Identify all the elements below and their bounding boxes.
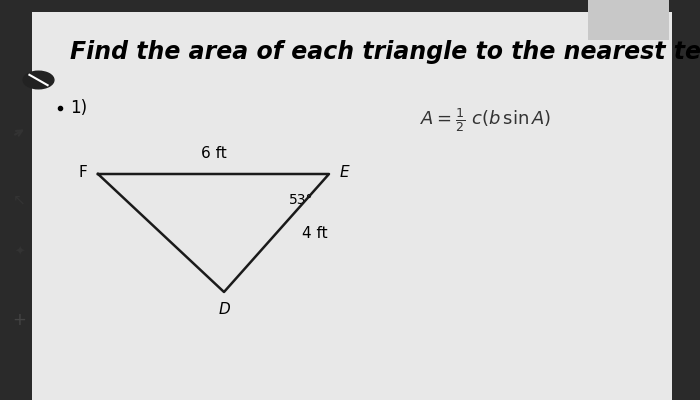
FancyBboxPatch shape: [32, 12, 672, 400]
Text: 53°: 53°: [288, 193, 314, 207]
Text: ✦: ✦: [14, 246, 25, 258]
FancyBboxPatch shape: [588, 0, 668, 40]
Text: +: +: [13, 311, 27, 329]
Text: E: E: [340, 165, 349, 180]
Text: D: D: [218, 302, 230, 318]
Text: 4 ft: 4 ft: [302, 226, 328, 240]
Text: $A = \frac{1}{2}\ c(b\,\sin A)$: $A = \frac{1}{2}\ c(b\,\sin A)$: [420, 106, 551, 134]
Text: Find the area of each triangle to the nearest tenth.: Find the area of each triangle to the ne…: [70, 40, 700, 64]
Text: F: F: [78, 165, 87, 180]
Text: ↖: ↖: [13, 192, 26, 208]
Text: 6 ft: 6 ft: [201, 146, 226, 162]
Text: 1): 1): [70, 99, 87, 117]
Circle shape: [23, 71, 54, 89]
